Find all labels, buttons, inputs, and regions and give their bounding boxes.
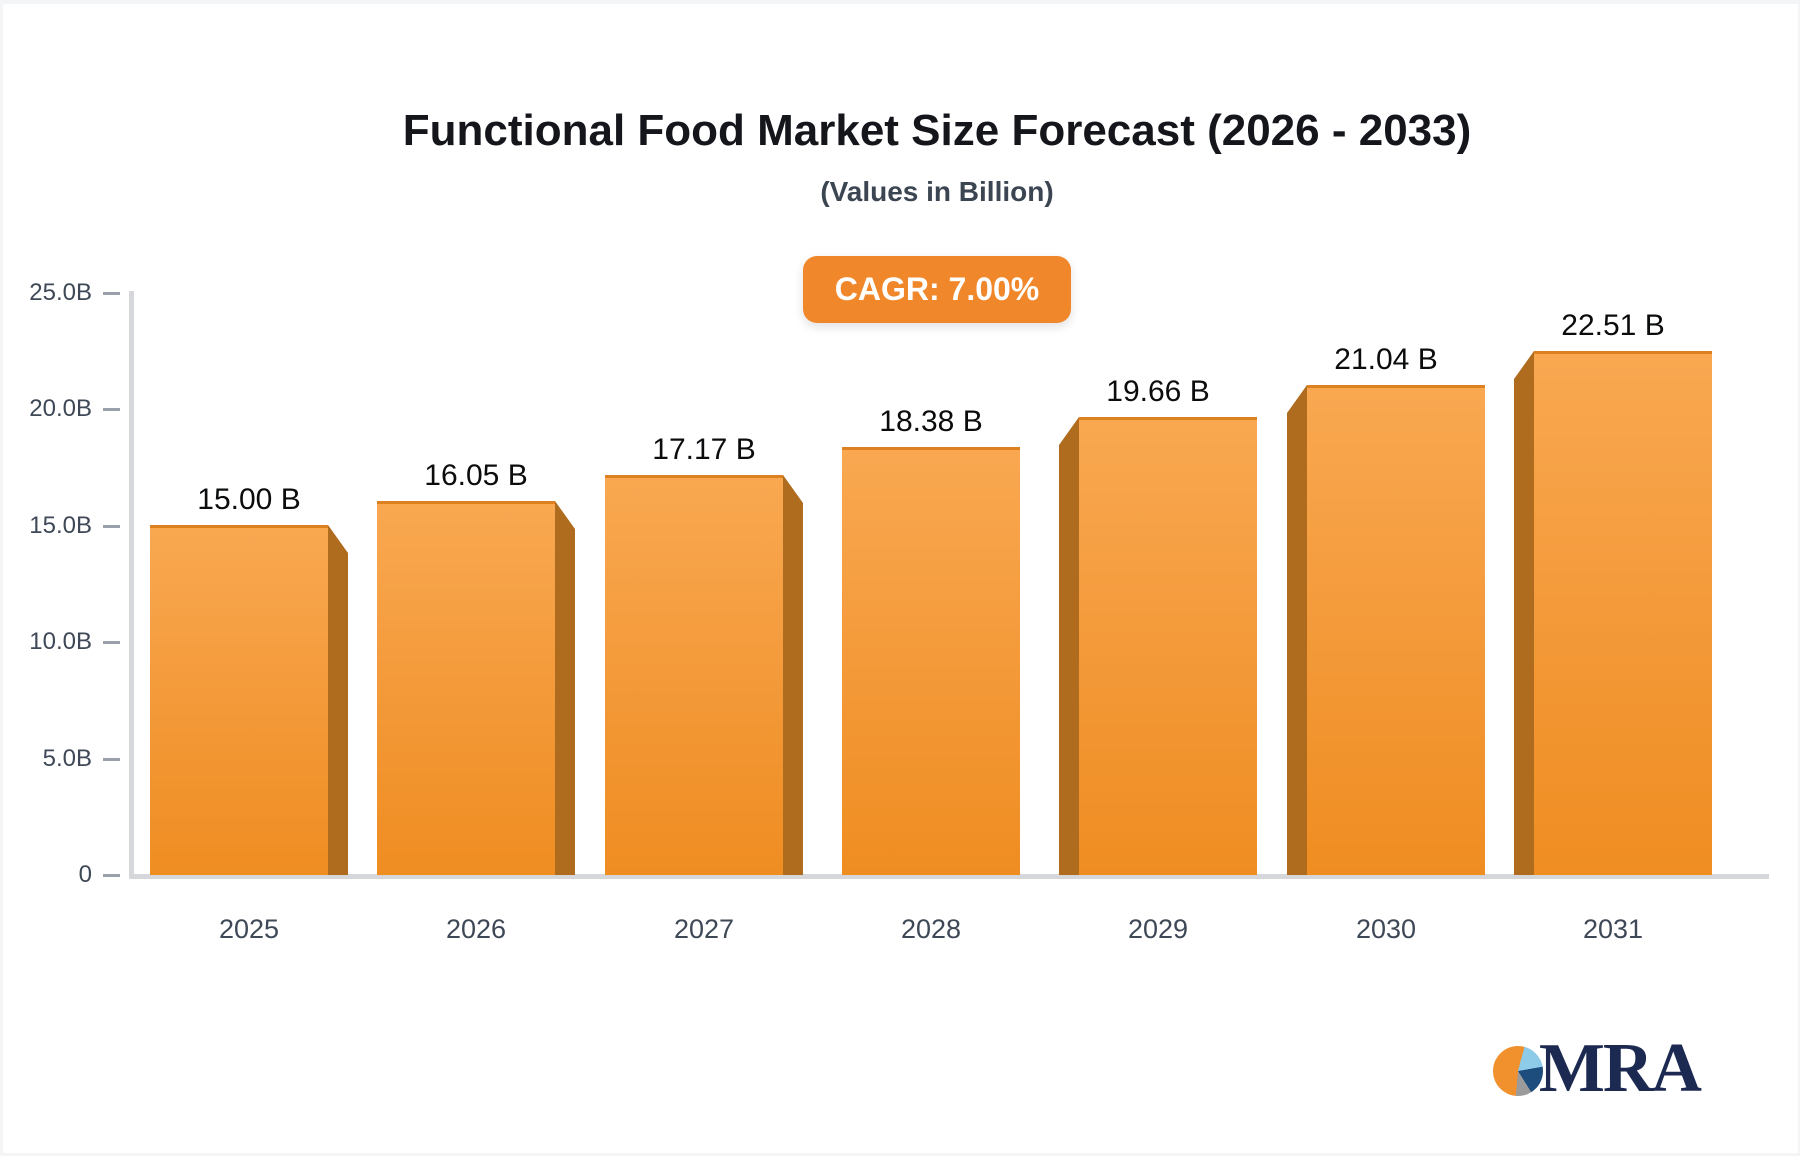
bar-value-label: 21.04 B [1334, 343, 1438, 376]
pie-chart-logo-icon [1492, 1046, 1543, 1096]
bar-2028: 18.38 B [832, 405, 1030, 875]
chart-header: Functional Food Market Size Forecast (20… [137, 0, 1737, 323]
bar-2029: 19.66 B [1059, 375, 1257, 875]
chart-subtitle: (Values in Billion) [820, 176, 1054, 207]
y-tick-mark [103, 874, 120, 877]
bar-face [1534, 351, 1712, 875]
bar-value-label: 19.66 B [1106, 375, 1210, 408]
bar-side-face [328, 525, 348, 875]
bar-value-label: 18.38 B [879, 405, 983, 438]
brand-logo: MRA [1492, 1030, 1702, 1107]
bar-value-label: 16.05 B [424, 459, 528, 492]
y-tick-mark [103, 524, 120, 528]
cagr-badge: CAGR: 7.00% [802, 256, 1072, 323]
bar-face [842, 447, 1020, 875]
x-axis-label: 2027 [673, 914, 735, 944]
y-tick-label: 20.0B [29, 395, 92, 422]
bar-face [605, 475, 783, 875]
y-axis-line [129, 291, 134, 879]
chart-title: Functional Food Market Size Forecast (20… [402, 106, 1472, 155]
x-axis-label: 2025 [218, 914, 280, 944]
bar-face [1307, 385, 1485, 875]
bar-value-label: 22.51 B [1561, 309, 1665, 342]
y-tick-mark [103, 757, 120, 761]
bar-2031: 22.51 B [1514, 309, 1712, 875]
bar-2025: 15.00 B [150, 483, 348, 875]
bar-2026: 16.05 B [377, 459, 575, 875]
y-tick-mark [103, 641, 120, 644]
bar-2030: 21.04 B [1287, 343, 1485, 875]
bar-face [377, 501, 555, 875]
y-tick-label: 25.0B [29, 278, 92, 306]
y-tick-label: 0 [78, 861, 92, 888]
x-axis-label: 2026 [445, 914, 507, 944]
bar-face [150, 525, 328, 875]
y-tick-mark [103, 408, 120, 411]
x-axis-label: 2029 [1127, 914, 1189, 944]
brand-logo-text: MRA [1538, 1030, 1702, 1107]
x-axis-label: 2028 [900, 914, 962, 944]
x-axis-label: 2031 [1582, 914, 1644, 944]
x-axis-label: 2030 [1355, 914, 1417, 944]
bar-side-face [1287, 385, 1307, 875]
bar-value-label: 15.00 B [197, 483, 301, 516]
bar-value-label: 17.17 B [652, 433, 756, 466]
bar-2027: 17.17 B [605, 433, 803, 875]
x-axis-line [129, 874, 1769, 879]
y-tick-label: 10.0B [29, 628, 92, 655]
bar-side-face [1514, 351, 1534, 875]
y-tick-label: 15.0B [29, 511, 92, 539]
y-tick-label: 5.0B [42, 744, 92, 772]
bar-face [1079, 417, 1257, 875]
bar-side-face [555, 501, 575, 875]
bar-side-face [783, 475, 803, 875]
bar-side-face [1059, 417, 1079, 875]
y-tick-mark [103, 291, 120, 295]
